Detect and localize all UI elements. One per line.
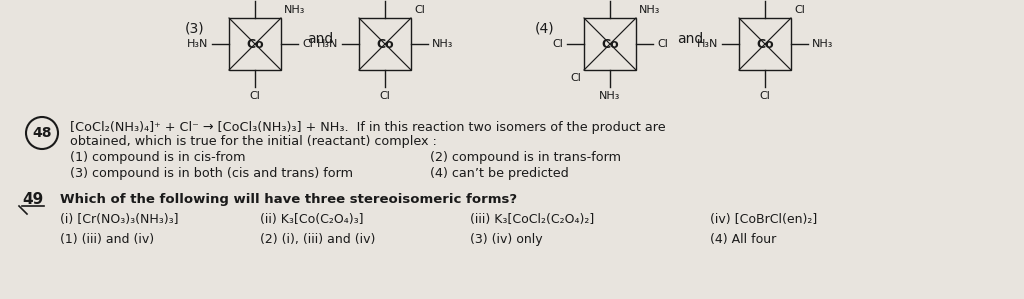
Text: Cl: Cl [380,91,390,101]
Text: NH₃: NH₃ [812,39,834,49]
Text: Co: Co [376,37,394,51]
Text: Cl: Cl [250,91,260,101]
Text: Cl: Cl [760,91,770,101]
Text: Cl: Cl [570,73,581,83]
Text: (4) All four: (4) All four [710,233,776,245]
Text: (4) can’t be predicted: (4) can’t be predicted [430,167,568,179]
Text: (iii) K₃[CoCl₂(C₂O₄)₂]: (iii) K₃[CoCl₂(C₂O₄)₂] [470,213,594,225]
Text: Cl: Cl [552,39,563,49]
Text: (1) (iii) and (iv): (1) (iii) and (iv) [60,233,155,245]
Text: (2) (i), (iii) and (iv): (2) (i), (iii) and (iv) [260,233,376,245]
Text: Co: Co [601,37,618,51]
Text: (3) (iv) only: (3) (iv) only [470,233,543,245]
Text: NH₃: NH₃ [599,91,621,101]
Text: Which of the following will have three stereoisomeric forms?: Which of the following will have three s… [60,193,517,205]
Text: Cl: Cl [794,5,805,15]
Text: (ii) K₃[Co(C₂O₄)₃]: (ii) K₃[Co(C₂O₄)₃] [260,213,364,225]
Text: NH₃: NH₃ [432,39,454,49]
Text: (3) compound is in both (cis and trans) form: (3) compound is in both (cis and trans) … [70,167,353,179]
Text: Cl: Cl [302,39,312,49]
Text: [CoCl₂(NH₃)₄]⁺ + Cl⁻ → [CoCl₃(NH₃)₃] + NH₃.  If in this reaction two isomers of : [CoCl₂(NH₃)₄]⁺ + Cl⁻ → [CoCl₃(NH₃)₃] + N… [70,120,666,133]
Text: obtained, which is true for the initial (reactant) complex :: obtained, which is true for the initial … [70,135,437,149]
Text: (2) compound is in trans-form: (2) compound is in trans-form [430,152,621,164]
Text: Co: Co [246,37,264,51]
Text: and: and [307,32,333,46]
Text: (i) [Cr(NO₃)₃(NH₃)₃]: (i) [Cr(NO₃)₃(NH₃)₃] [60,213,178,225]
Text: (4): (4) [535,22,555,36]
Text: Cl: Cl [414,5,425,15]
Text: 49: 49 [22,191,43,207]
Text: NH₃: NH₃ [284,5,305,15]
Text: H₃N: H₃N [186,39,208,49]
Text: Cl: Cl [657,39,668,49]
Text: H₃N: H₃N [696,39,718,49]
Text: NH₃: NH₃ [639,5,660,15]
Text: (iv) [CoBrCl(en)₂]: (iv) [CoBrCl(en)₂] [710,213,817,225]
Text: H₃N: H₃N [316,39,338,49]
Text: (3): (3) [185,22,205,36]
Text: and: and [677,32,703,46]
Text: 48: 48 [32,126,52,140]
Text: (1) compound is in cis-from: (1) compound is in cis-from [70,152,246,164]
Text: Co: Co [756,37,774,51]
